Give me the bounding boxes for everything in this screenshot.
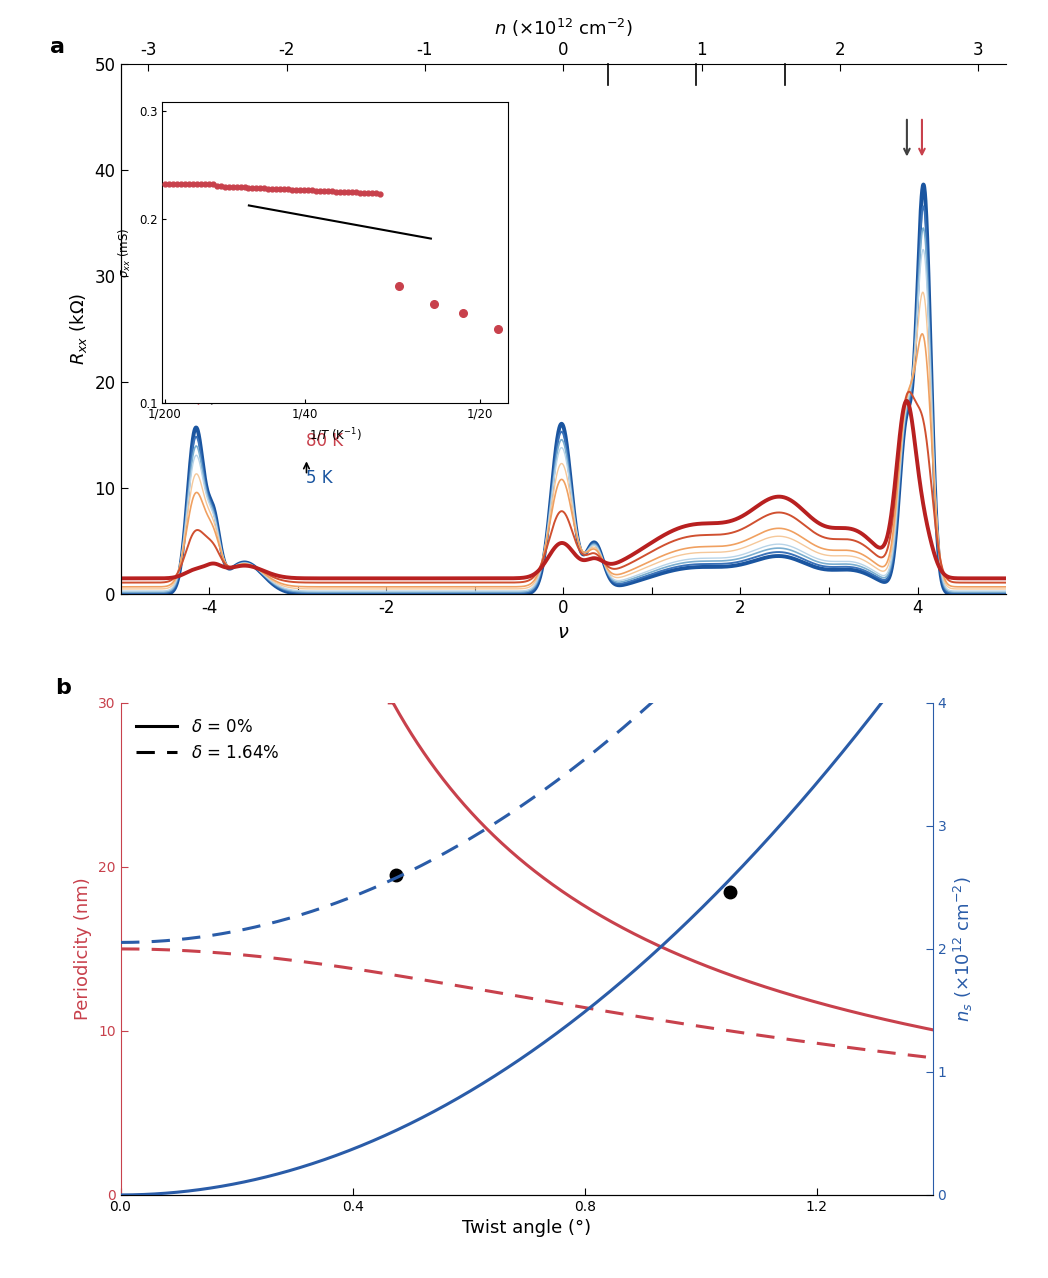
Text: a: a [49, 37, 65, 58]
Legend: $\delta$ = 0%, $\delta$ = 1.64%: $\delta$ = 0%, $\delta$ = 1.64% [129, 712, 286, 769]
Y-axis label: $R_{xx}$ (k$\Omega$): $R_{xx}$ (k$\Omega$) [68, 293, 89, 366]
X-axis label: Twist angle (°): Twist angle (°) [462, 1219, 591, 1237]
Y-axis label: $n_s$ ($\times$10$^{12}$ cm$^{-2}$): $n_s$ ($\times$10$^{12}$ cm$^{-2}$) [952, 875, 975, 1022]
X-axis label: 1/$T$ (K$^{-1}$): 1/$T$ (K$^{-1}$) [309, 426, 362, 443]
X-axis label: $\nu$: $\nu$ [558, 622, 569, 642]
Text: 80 K: 80 K [306, 432, 344, 450]
Y-axis label: Periodicity (nm): Periodicity (nm) [74, 878, 92, 1020]
Text: b: b [56, 679, 71, 698]
Text: 5 K: 5 K [306, 469, 333, 487]
Y-axis label: $\sigma_{xx}$ (mS): $\sigma_{xx}$ (mS) [117, 227, 133, 277]
X-axis label: $n$ ($\times$10$^{12}$ cm$^{-2}$): $n$ ($\times$10$^{12}$ cm$^{-2}$) [494, 18, 633, 40]
